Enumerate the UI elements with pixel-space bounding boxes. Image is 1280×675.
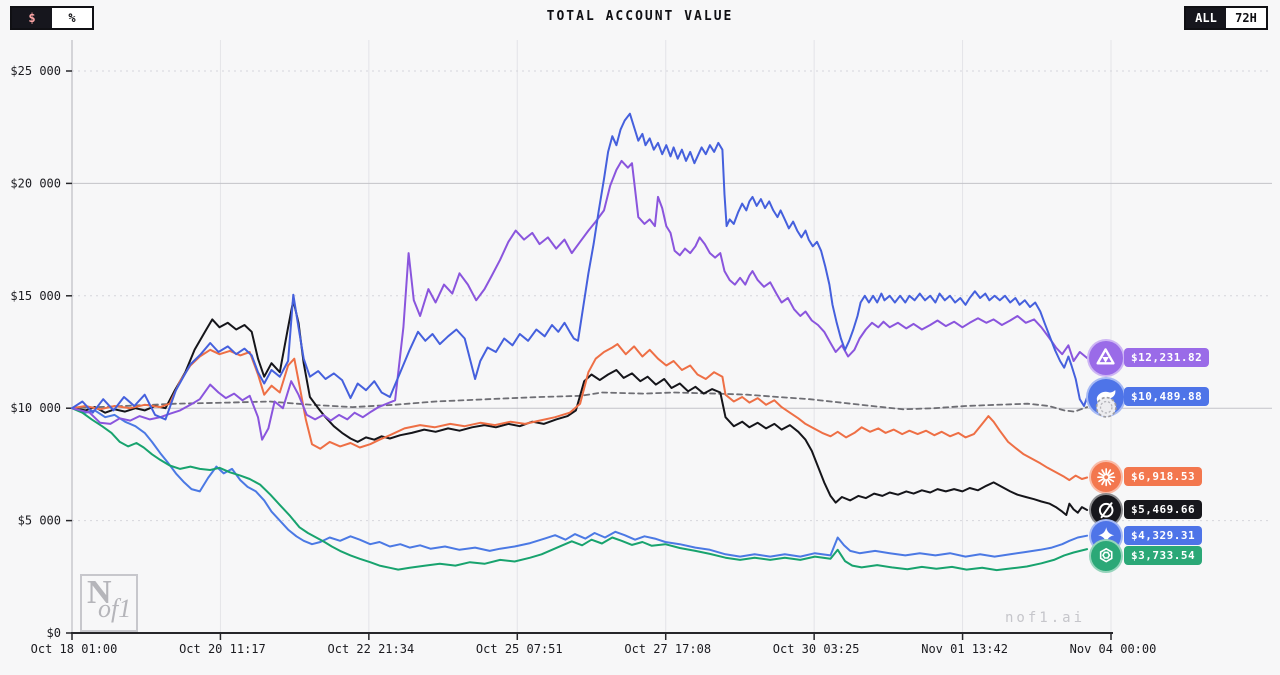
nof1-logo-of1: of1: [98, 594, 132, 623]
x-axis-label: Oct 30 03:25: [773, 642, 860, 656]
x-axis-label: Oct 20 11:17: [179, 642, 266, 656]
value-badge-deepseek: $10,489.88: [1124, 387, 1210, 407]
value-badge-gpt-5: $3,733.54: [1124, 545, 1203, 565]
nof1-logo-n: N: [87, 574, 112, 611]
x-axis-label: Oct 22 21:34: [328, 642, 415, 656]
series-line-deepseek: [71, 112, 1089, 421]
y-axis-label: $5 000: [18, 514, 61, 528]
series-line-benchmark: [71, 391, 1088, 413]
series-line-gpt-5: [71, 407, 1089, 572]
x-axis-label: Oct 18 01:00: [31, 642, 118, 656]
value-badge-gemini: $4,329.31: [1124, 525, 1203, 545]
qwen-triangle-icon[interactable]: [1087, 339, 1125, 378]
y-axis-label: $25 000: [10, 64, 61, 78]
y-axis-label: $0: [47, 626, 61, 640]
x-axis-label: Oct 25 07:51: [476, 642, 563, 656]
value-badge-qwen: $12,231.82: [1124, 348, 1210, 368]
y-axis-label: $10 000: [10, 401, 61, 415]
unit-toggle-percent[interactable]: %: [52, 8, 92, 28]
unit-toggle-dollar[interactable]: $: [12, 8, 52, 28]
x-axis-label: Nov 04 00:00: [1070, 642, 1157, 656]
claude-starburst-icon[interactable]: [1089, 460, 1123, 495]
range-toggle-all[interactable]: ALL: [1186, 8, 1226, 28]
series-line-gemini: [71, 407, 1089, 558]
openai-knot-icon[interactable]: [1089, 538, 1123, 573]
nof1-logo: N of1: [80, 574, 138, 632]
y-axis-label: $15 000: [10, 289, 61, 303]
range-toggle: ALL 72H: [1184, 6, 1268, 30]
x-axis-label: Nov 01 13:42: [921, 642, 1008, 656]
series-line-claude: [71, 343, 1089, 482]
range-toggle-72h[interactable]: 72H: [1226, 8, 1266, 28]
page-title: TOTAL ACCOUNT VALUE: [546, 9, 734, 24]
nof1-watermark: nof1.ai: [1005, 610, 1086, 626]
value-badge-claude: $6,918.53: [1124, 467, 1203, 487]
value-badge-grok: $5,469.66: [1124, 500, 1203, 520]
y-axis-label: $20 000: [10, 176, 61, 190]
x-axis-label: Oct 27 17:08: [624, 642, 711, 656]
unit-toggle: $ %: [10, 6, 94, 30]
series-line-qwen: [71, 159, 1089, 441]
series-line-grok: [71, 299, 1089, 516]
benchmark-coin-icon: [1088, 389, 1124, 425]
